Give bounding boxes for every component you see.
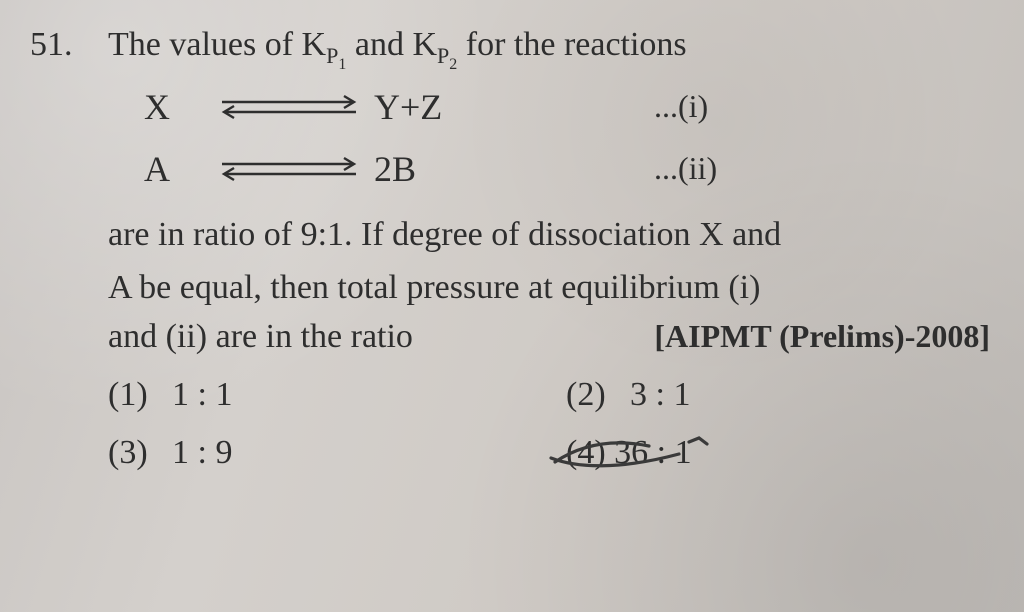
eq2-number: ...(ii) bbox=[654, 150, 717, 187]
eq1-rhs: Y+Z bbox=[374, 86, 504, 128]
eq2-rhs: 2B bbox=[374, 148, 504, 190]
option-1-text: 1 : 1 bbox=[172, 376, 232, 414]
eq2-lhs: A bbox=[144, 148, 204, 190]
options-grid: (1) 1 : 1 (2) 3 : 1 (3) 1 : 9 (4) 36 : 1 bbox=[108, 376, 994, 472]
option-4: (4) 36 : 1 bbox=[566, 434, 994, 472]
option-3: (3) 1 : 9 bbox=[108, 434, 536, 472]
question-number: 51. bbox=[30, 26, 108, 64]
equations-block: X Y+Z ...(i) A bbox=[144, 86, 994, 190]
question-stem-row: 51. The values of KP1 and KP2 for the re… bbox=[30, 22, 994, 68]
option-2: (2) 3 : 1 bbox=[566, 376, 994, 414]
option-3-num: (3) bbox=[108, 434, 172, 472]
option-4-text: 36 : 1 bbox=[614, 434, 691, 471]
source-tag: [AIPMT (Prelims)-2008] bbox=[654, 313, 994, 359]
option-1: (1) 1 : 1 bbox=[108, 376, 536, 414]
option-2-text: 3 : 1 bbox=[630, 376, 690, 414]
kp2-sub: P bbox=[437, 43, 449, 68]
option-4-wrapper: (4) 36 : 1 bbox=[566, 434, 692, 472]
kp1-subsub: 1 bbox=[338, 56, 346, 73]
question-stem: The values of KP1 and KP2 for the reacti… bbox=[108, 22, 687, 68]
question-block: 51. The values of KP1 and KP2 for the re… bbox=[0, 0, 1024, 472]
option-2-num: (2) bbox=[566, 376, 630, 414]
stem-prefix: The values of K bbox=[108, 26, 326, 63]
kp1-sub: P bbox=[326, 43, 338, 68]
body-line-1: are in ratio of 9:1. If degree of dissoc… bbox=[108, 210, 994, 259]
option-4-num: (4) bbox=[566, 434, 606, 471]
stem-mid: and K bbox=[346, 26, 437, 63]
kp2-subsub: 2 bbox=[449, 56, 457, 73]
equation-1: X Y+Z ...(i) bbox=[144, 86, 994, 128]
equilibrium-arrow-icon bbox=[214, 152, 364, 186]
stem-suffix: for the reactions bbox=[457, 26, 686, 63]
equilibrium-arrow-icon bbox=[214, 90, 364, 124]
option-3-text: 1 : 9 bbox=[172, 434, 232, 472]
body-line-2: A be equal, then total pressure at equil… bbox=[108, 263, 994, 312]
eq1-lhs: X bbox=[144, 86, 204, 128]
body-line-3-left: and (ii) are in the ratio bbox=[108, 312, 413, 361]
eq1-number: ...(i) bbox=[654, 88, 708, 125]
body-line-3: and (ii) are in the ratio [AIPMT (Prelim… bbox=[108, 312, 994, 361]
equation-2: A 2B ...(ii) bbox=[144, 148, 994, 190]
option-1-num: (1) bbox=[108, 376, 172, 414]
